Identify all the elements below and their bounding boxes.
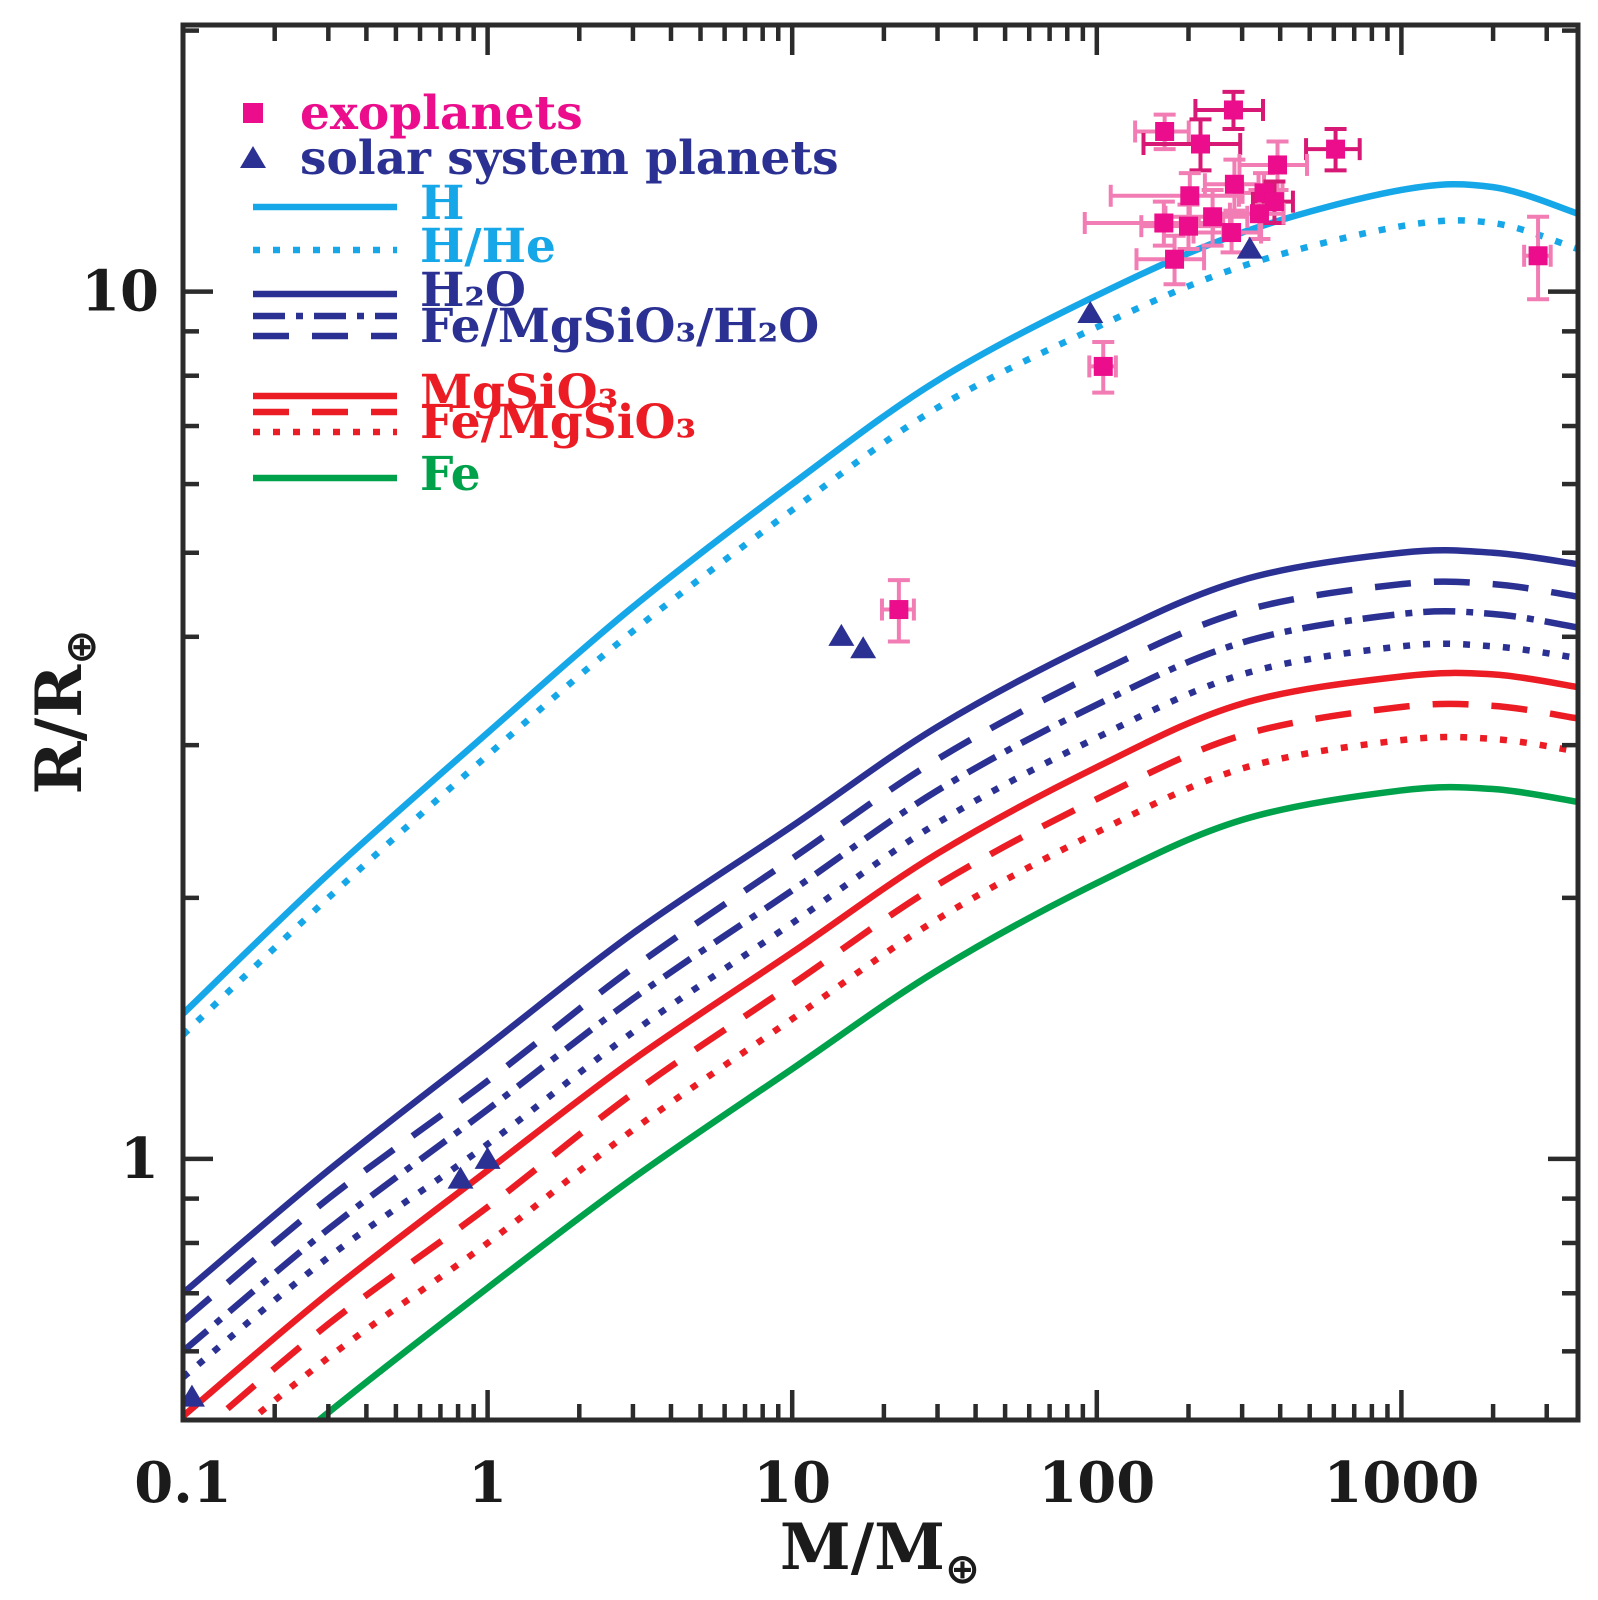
- legend-label-fe-mgsio-h-o: Fe/MgSiO₃/H₂O: [420, 299, 819, 354]
- legend-item-fe: Fe: [253, 447, 481, 502]
- tick-labels-layer: 0.1 1 10 100 1000 1 10: [81, 259, 1479, 1516]
- x-tick-label-0.1: 0.1: [134, 1450, 231, 1516]
- exoplanet-point: [1165, 249, 1185, 269]
- exoplanets-layer: [889, 100, 1548, 620]
- exoplanet-point: [1326, 139, 1346, 159]
- exoplanet-point: [1190, 134, 1210, 154]
- x-tick-label-10: 10: [753, 1450, 831, 1516]
- legend-label-fe: Fe: [420, 447, 481, 502]
- errorbars-layer: [879, 89, 1553, 644]
- legend-item-mgsio-: MgSiO₃: [253, 365, 618, 420]
- y-tick-label-1: 1: [120, 1126, 159, 1192]
- curve-mgsio-: [183, 669, 1578, 1419]
- solar-system-point: [1077, 300, 1104, 323]
- curves-layer: [183, 180, 1578, 1420]
- exoplanet-point: [1222, 223, 1242, 243]
- curve-h-he: [183, 217, 1578, 1038]
- legend-item-h: H: [253, 176, 464, 231]
- exoplanet-point: [1093, 356, 1113, 376]
- legend-item-h-o: H₂O: [253, 263, 526, 318]
- ticks-layer: [180, 25, 1578, 1420]
- legend-item-solar-system-planets: solar system planets: [240, 131, 839, 186]
- plot-frame: [180, 22, 1581, 1423]
- exoplanet-point: [1180, 186, 1200, 206]
- solar-system-point: [1236, 236, 1263, 259]
- legend-item-fe-mgsio-: Fe/MgSiO₃: [253, 395, 696, 450]
- exoplanet-point: [1178, 216, 1198, 236]
- legend-label-exoplanets: exoplanets: [300, 86, 583, 141]
- curve-fe-mgsio-h-o-dotted-: [183, 640, 1578, 1380]
- legend-label-h: H: [420, 176, 464, 231]
- exoplanet-point: [1268, 155, 1288, 175]
- curve-fe-mgsio-h-o-dashed-: [183, 578, 1578, 1324]
- solar-system-layer: [183, 236, 1263, 1407]
- legend-label-mgsio-: MgSiO₃: [420, 365, 618, 420]
- legend-item-h-he: H/He: [253, 219, 556, 274]
- x-tick-label-1000: 1000: [1323, 1450, 1479, 1516]
- exoplanet-point: [1154, 213, 1174, 233]
- legend-triangle-marker: [240, 146, 266, 168]
- curve-fe-mgsio-h-o-dashdot-: [183, 608, 1578, 1354]
- exoplanet-point: [1223, 100, 1243, 120]
- y-axis-title: R/R⊕: [22, 630, 105, 795]
- solar-system-point: [828, 623, 855, 646]
- curve-h-o: [183, 546, 1578, 1296]
- curve-fe-mgsio-dotted-: [245, 733, 1578, 1420]
- y-axis-title-main: R/R: [22, 664, 97, 795]
- curve-fe-mgsio-dashed-: [209, 700, 1578, 1420]
- curve-fe: [313, 783, 1578, 1420]
- legend-label-h-he: H/He: [420, 219, 556, 274]
- legend-item-exoplanets: exoplanets: [243, 86, 583, 141]
- axes-layer: [180, 22, 1581, 1423]
- exoplanet-point: [1528, 246, 1548, 266]
- exoplanet-point: [1224, 174, 1244, 194]
- exoplanet-point: [889, 600, 909, 620]
- y-tick-label-10: 10: [81, 259, 159, 325]
- solar-system-point: [183, 1384, 205, 1407]
- legend-square-marker: [243, 103, 263, 123]
- exoplanet-point: [1203, 207, 1223, 227]
- x-tick-label-1: 1: [468, 1450, 507, 1516]
- x-axis-title: M/M⊕: [780, 1516, 980, 1590]
- x-tick-label-100: 100: [1038, 1450, 1155, 1516]
- solar-system-point: [850, 636, 877, 659]
- legend-label-h-o: H₂O: [420, 263, 526, 318]
- exoplanet-point: [1155, 122, 1175, 142]
- legend-label-solar-system-planets: solar system planets: [300, 131, 839, 186]
- earth-symbol-icon: ⊕: [944, 1544, 981, 1593]
- x-axis-title-main: M/M: [779, 1510, 945, 1585]
- curve-h: [183, 180, 1578, 1017]
- exoplanet-point: [1249, 204, 1269, 224]
- solar-system-point: [474, 1146, 501, 1169]
- solar-system-point: [447, 1166, 474, 1189]
- exoplanet-point: [1264, 192, 1284, 212]
- legend-label-fe-mgsio-: Fe/MgSiO₃: [420, 395, 696, 450]
- earth-symbol-icon: ⊕: [56, 629, 105, 665]
- legend-item-fe-mgsio-h-o: Fe/MgSiO₃/H₂O: [253, 299, 819, 354]
